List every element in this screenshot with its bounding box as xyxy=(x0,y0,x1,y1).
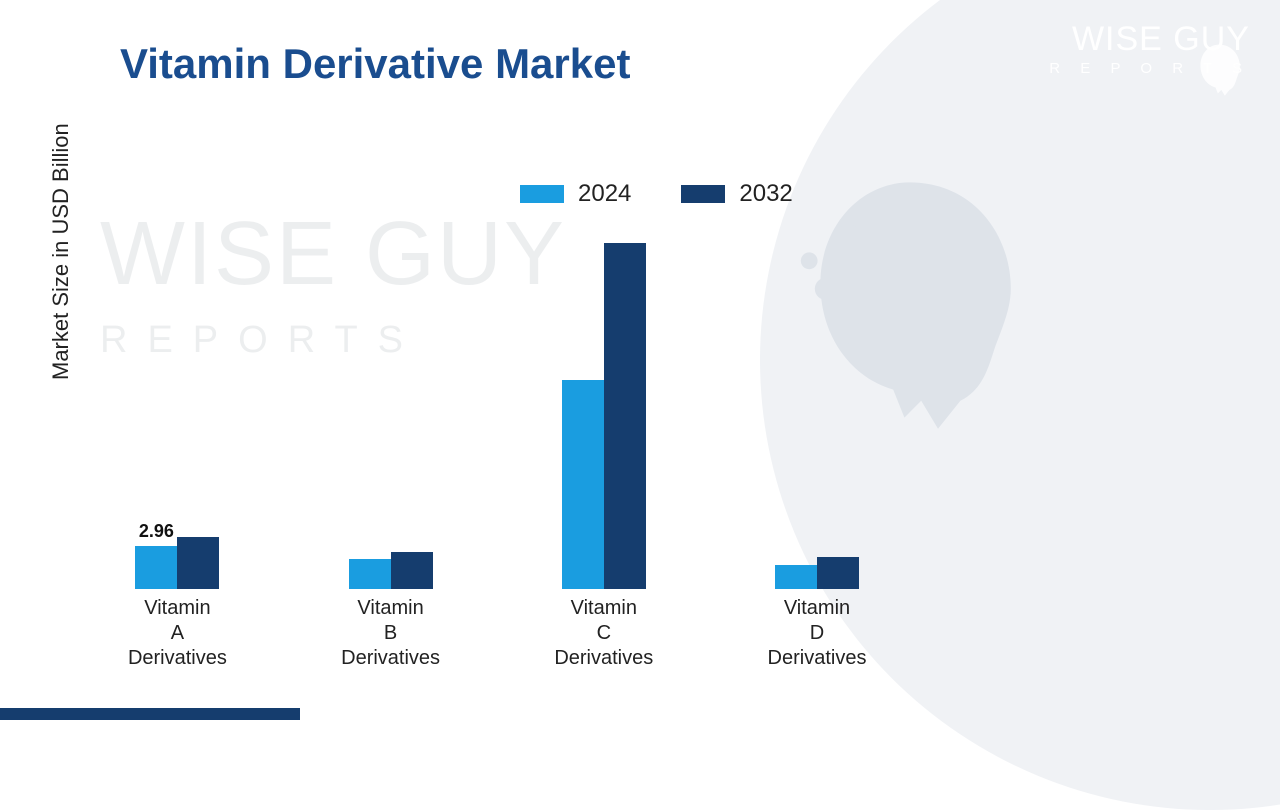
legend-swatch-2032 xyxy=(681,185,725,203)
bar-2032 xyxy=(604,243,646,589)
bar-value-label: 2.96 xyxy=(135,521,177,542)
brand-head-icon xyxy=(1190,40,1248,98)
bar-2024 xyxy=(562,380,604,589)
bar-group xyxy=(331,552,451,589)
bar-2032 xyxy=(817,557,859,589)
bar-2024 xyxy=(349,559,391,589)
bar-2032 xyxy=(391,552,433,589)
legend-label-2032: 2032 xyxy=(739,180,792,208)
bar-group xyxy=(544,243,664,589)
bar-2024: 2.96 xyxy=(135,546,177,589)
decorative-bottom-bar xyxy=(0,708,300,720)
bar-group xyxy=(757,557,877,589)
legend-swatch-2024 xyxy=(520,185,564,203)
plot-area: 2.96 xyxy=(120,230,940,590)
category-label: VitaminBDerivatives xyxy=(321,596,461,671)
x-axis-labels: VitaminADerivativesVitaminBDerivativesVi… xyxy=(120,596,940,686)
legend-item-2024: 2024 xyxy=(520,180,631,208)
category-label: VitaminDDerivatives xyxy=(747,596,887,671)
bar-chart: 2.96 xyxy=(120,230,940,590)
brand-logo: WISE GUY R E P O R T S xyxy=(1049,22,1250,77)
bar-group: 2.96 xyxy=(117,537,237,589)
chart-title: Vitamin Derivative Market xyxy=(120,40,630,88)
bar-2032 xyxy=(177,537,219,589)
legend-item-2032: 2032 xyxy=(681,180,792,208)
y-axis-label: Market Size in USD Billion xyxy=(48,123,74,380)
category-label: VitaminCDerivatives xyxy=(534,596,674,671)
category-label: VitaminADerivatives xyxy=(107,596,247,671)
legend-label-2024: 2024 xyxy=(578,180,631,208)
legend: 2024 2032 xyxy=(520,180,793,208)
bar-2024 xyxy=(775,565,817,589)
